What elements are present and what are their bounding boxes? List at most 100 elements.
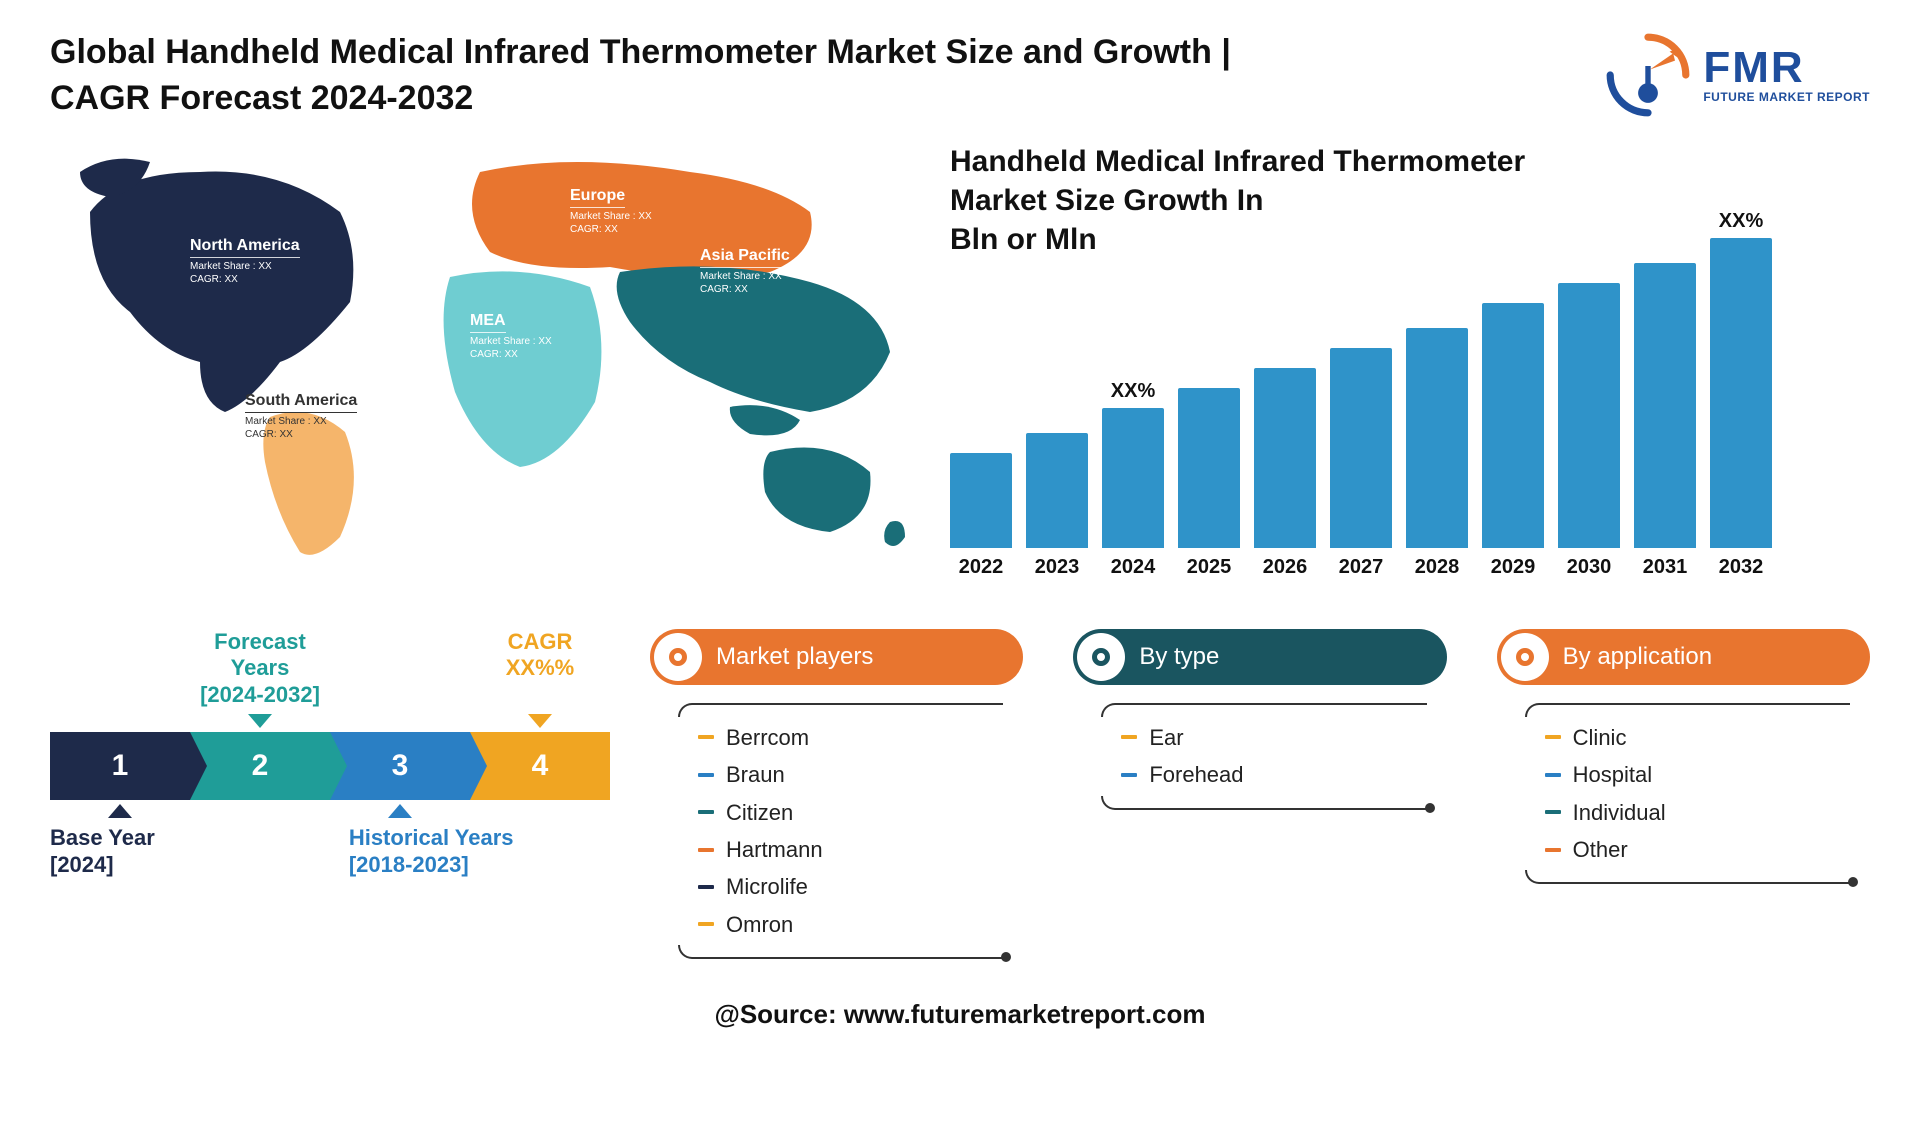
bar-col-2030: 2030 — [1558, 283, 1620, 579]
logo-badge-icon — [1603, 30, 1693, 120]
dash-icon — [1545, 848, 1561, 852]
cagr-value: XX%% — [506, 655, 574, 680]
region-cagr: CAGR: XX — [470, 348, 552, 361]
top-row: North AmericaMarket Share : XXCAGR: XX So… — [50, 142, 1870, 579]
list-item-text: Hartmann — [726, 831, 823, 868]
historical-years-label: Historical Years [2018-2023] — [319, 824, 610, 879]
logo: FMR FUTURE MARKET REPORT — [1603, 30, 1870, 120]
list-wrap: BerrcomBraunCitizenHartmannMicrolifeOmro… — [678, 703, 1023, 959]
list-item-text: Omron — [726, 906, 793, 943]
timeline-bar: 1234 — [50, 732, 610, 800]
list-item-text: Microlife — [726, 868, 808, 905]
logo-acronym: FMR — [1703, 46, 1870, 90]
dash-icon — [1545, 773, 1561, 777]
bar-year-label: 2023 — [1035, 556, 1080, 579]
list-item-text: Citizen — [726, 794, 793, 831]
region-cagr: CAGR: XX — [700, 283, 790, 296]
dash-icon — [698, 848, 714, 852]
list-wrap: EarForehead — [1101, 703, 1446, 810]
bar-year-label: 2026 — [1263, 556, 1308, 579]
dash-icon — [1121, 735, 1137, 739]
pill-label: Market players — [716, 643, 873, 671]
title-line-2: CAGR Forecast 2024-2032 — [50, 79, 473, 117]
bar-col-2023: 2023 — [1026, 433, 1088, 579]
chart-title-l3: Bln or Mln — [950, 223, 1097, 256]
list-item: Clinic — [1545, 719, 1858, 756]
region-label-eu: Europe Market Share : XXCAGR: XX — [570, 187, 652, 236]
arrow-down-icon — [528, 714, 552, 728]
bar-col-2024: XX%2024 — [1102, 408, 1164, 579]
base-year-label: Base Year [2024] — [50, 824, 319, 879]
region-ap-nz — [884, 521, 905, 546]
region-ap-aus — [763, 447, 870, 532]
pill-dot-icon — [1077, 633, 1125, 681]
region-name: Asia Pacific — [700, 247, 790, 268]
forecast-years-label: Forecast Years [2024-2032] — [190, 629, 330, 708]
region-share: Market Share : XX — [245, 415, 357, 428]
bracket-icon — [1525, 703, 1850, 717]
region-share: Market Share : XX — [470, 335, 552, 348]
list-item: Hospital — [1545, 756, 1858, 793]
timeline-segment-1: 1 — [50, 732, 190, 800]
bar-col-2029: 2029 — [1482, 303, 1544, 579]
segment-columns: Market players BerrcomBraunCitizenHartman… — [650, 629, 1870, 959]
historical-years-text: Historical Years — [349, 825, 514, 850]
list-item-text: Other — [1573, 831, 1628, 868]
bar — [1406, 328, 1468, 548]
bar-col-2026: 2026 — [1254, 368, 1316, 579]
bar — [1254, 368, 1316, 548]
list-item: Microlife — [698, 868, 1011, 905]
bracket-icon — [678, 945, 1003, 959]
base-year-value: [2024] — [50, 852, 114, 877]
list-item-text: Forehead — [1149, 756, 1243, 793]
region-cagr: CAGR: XX — [245, 428, 357, 441]
region-label-mea: MEAMarket Share : XXCAGR: XX — [470, 312, 552, 361]
list-item-text: Hospital — [1573, 756, 1652, 793]
bar-annotation: XX% — [1111, 380, 1155, 403]
bar-col-2028: 2028 — [1406, 328, 1468, 579]
list-item: Citizen — [698, 794, 1011, 831]
region-name: Europe — [570, 187, 625, 208]
pill-dot-icon — [654, 633, 702, 681]
bar-year-label: 2030 — [1567, 556, 1612, 579]
list-item: Forehead — [1121, 756, 1434, 793]
pill-label: By type — [1139, 643, 1219, 671]
list-item: Omron — [698, 906, 1011, 943]
timeline-bottom-labels: Base Year [2024] Historical Years [2018-… — [50, 824, 610, 879]
region-label-sa: South America Market Share : XXCAGR: XX — [245, 392, 357, 441]
forecast-years-range: [2024-2032] — [200, 682, 320, 707]
list-item: Hartmann — [698, 831, 1011, 868]
region-share: Market Share : XX — [570, 210, 652, 223]
dash-icon — [698, 735, 714, 739]
forecast-years-text: Forecast Years — [214, 629, 306, 680]
logo-text: FMR FUTURE MARKET REPORT — [1703, 46, 1870, 104]
bar-year-label: 2032 — [1719, 556, 1764, 579]
list-item: Other — [1545, 831, 1858, 868]
page-title: Global Handheld Medical Infrared Thermom… — [50, 30, 1231, 122]
region-share: Market Share : XX — [190, 260, 300, 273]
segment-column-1: By type EarForehead — [1073, 629, 1446, 959]
region-na-shape — [90, 171, 353, 412]
bar — [1026, 433, 1088, 548]
list-item-text: Berrcom — [726, 719, 809, 756]
region-cagr: CAGR: XX — [570, 223, 652, 236]
region-label-ap: Asia PacificMarket Share : XXCAGR: XX — [700, 247, 790, 296]
dash-icon — [1545, 810, 1561, 814]
list-item: Ear — [1121, 719, 1434, 756]
bar-col-2022: 2022 — [950, 453, 1012, 579]
chart-title-l1: Handheld Medical Infrared Thermometer — [950, 145, 1525, 178]
region-name: South America — [245, 392, 357, 413]
bar-col-2027: 2027 — [1330, 348, 1392, 579]
list-item-text: Ear — [1149, 719, 1183, 756]
timeline-segment-4: 4 — [470, 732, 610, 800]
list-item: Berrcom — [698, 719, 1011, 756]
pill-dot-icon — [1501, 633, 1549, 681]
timeline-segment-2: 2 — [190, 732, 330, 800]
bracket-icon — [1525, 870, 1850, 884]
bar-year-label: 2022 — [959, 556, 1004, 579]
bar — [1558, 283, 1620, 548]
dash-icon — [698, 885, 714, 889]
region-mea-shape — [444, 271, 602, 467]
region-label-na: North AmericaMarket Share : XXCAGR: XX — [190, 237, 300, 286]
bar — [1482, 303, 1544, 548]
